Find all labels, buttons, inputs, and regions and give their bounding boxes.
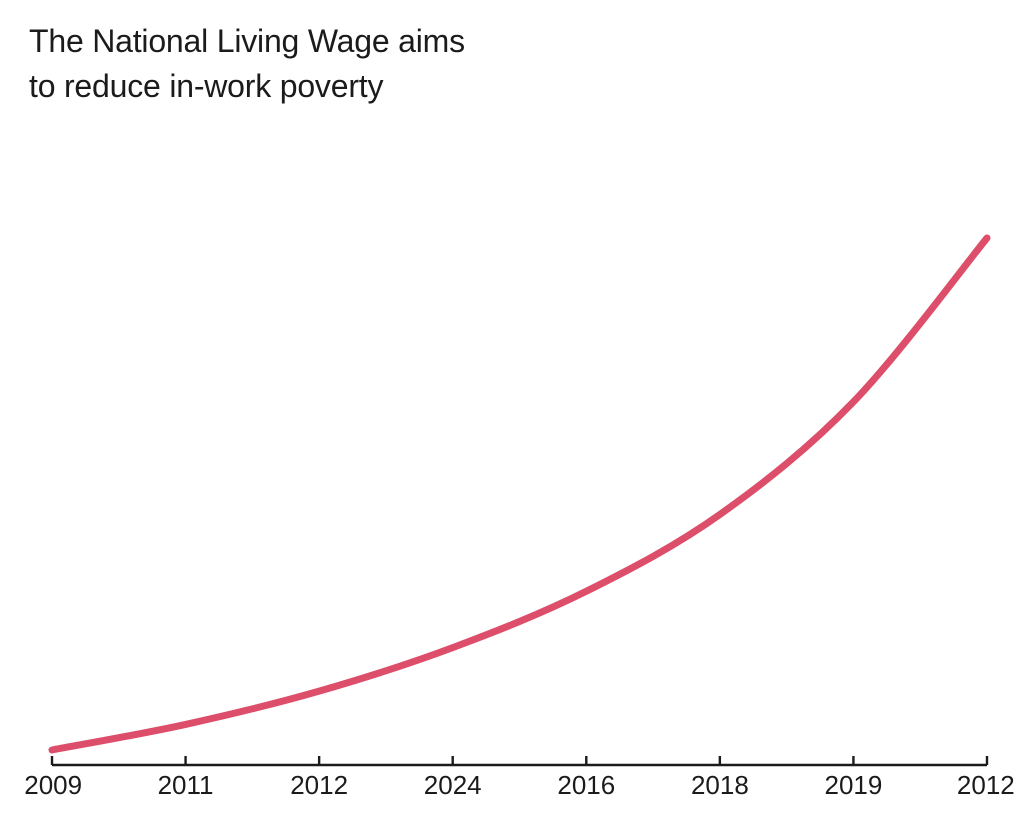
x-axis-label-5: 2018 (690, 770, 749, 800)
x-axis-label-3: 2024 (423, 770, 482, 800)
series-line-national-living-wage (48, 234, 991, 754)
x-axis-label-2: 2012 (290, 770, 349, 800)
x-axis-tick-marks (50, 756, 989, 765)
x-axis-label-1: 2011 (157, 770, 214, 800)
x-axis-label-4: 2016 (557, 770, 616, 800)
chart-title: The National Living Wage aims to reduce … (29, 23, 465, 104)
x-axis-label-0: 2009 (24, 770, 83, 800)
x-axis-label-6: 2019 (824, 770, 883, 800)
x-axis-label-7: 2012 (956, 770, 1015, 800)
